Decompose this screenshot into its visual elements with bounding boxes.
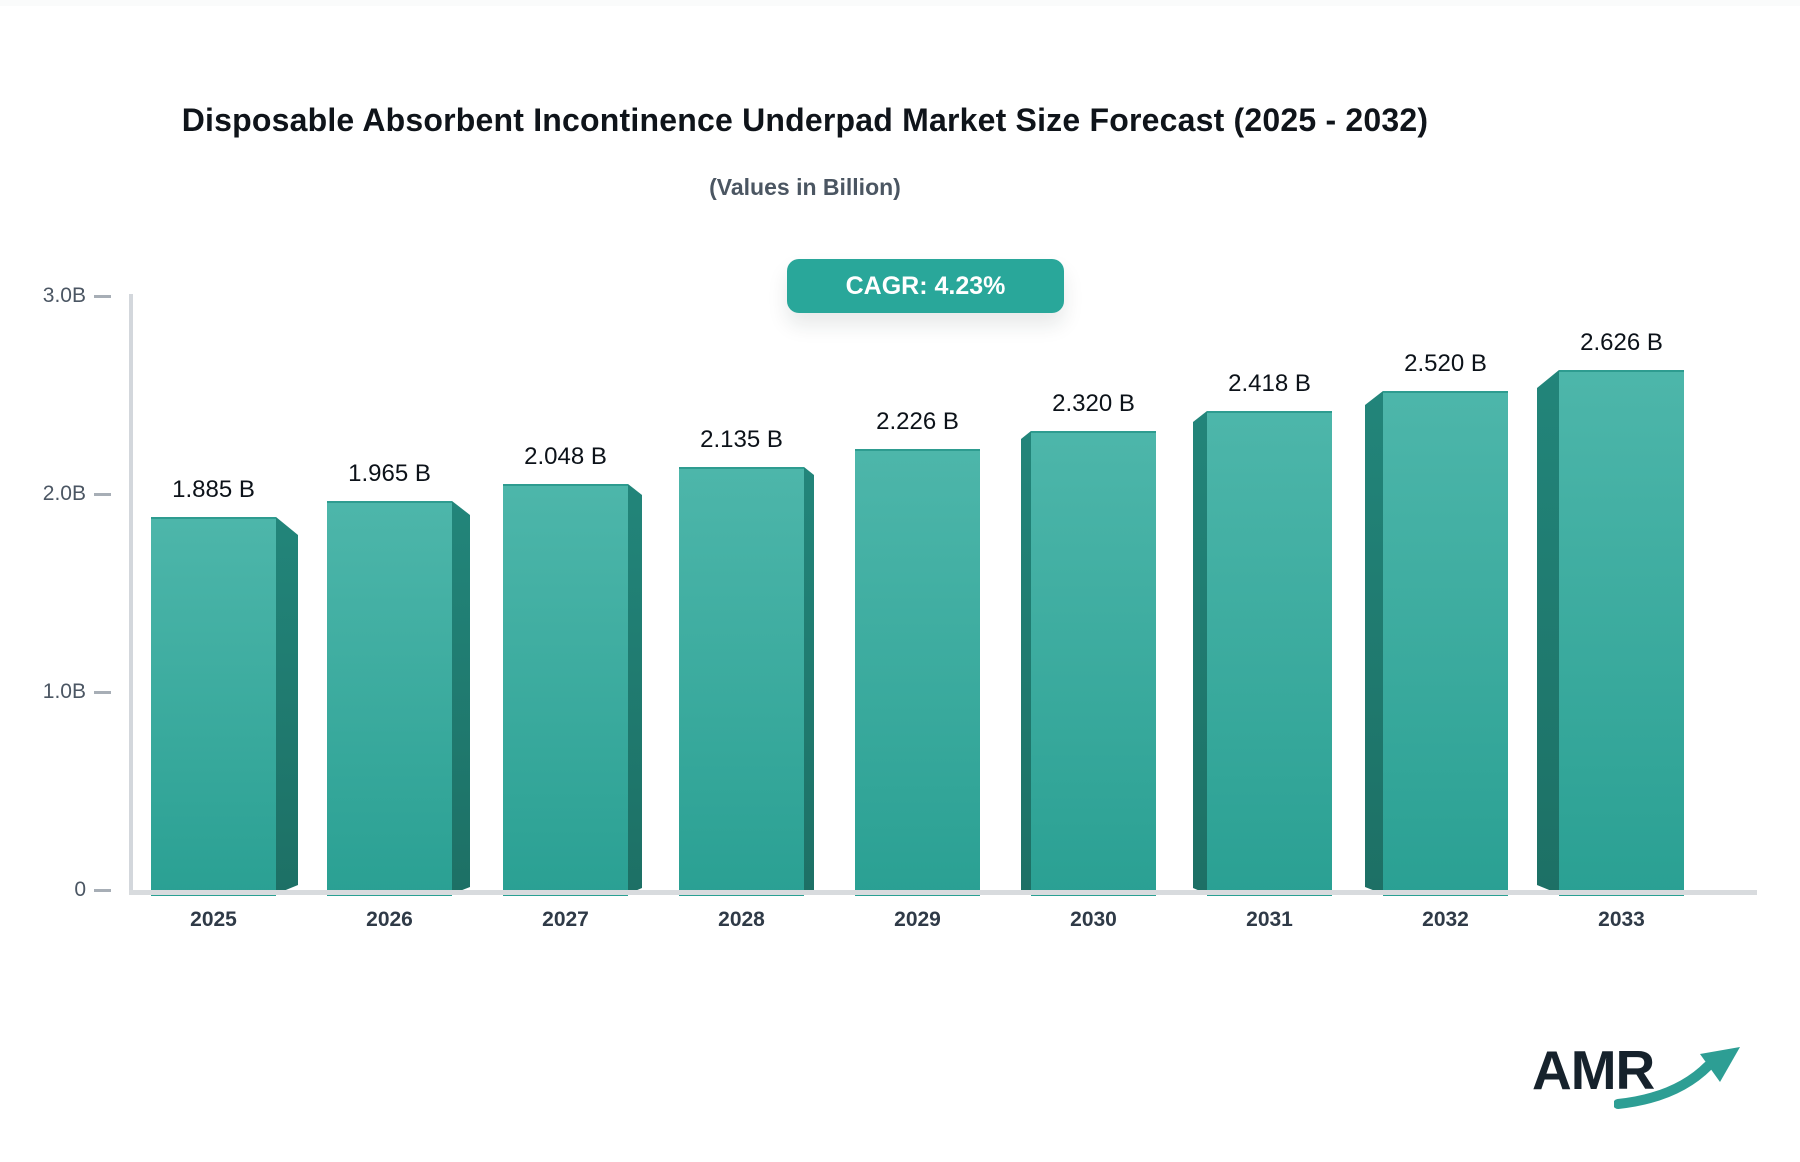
- bar-side-face: [276, 517, 298, 894]
- x-axis-label: 2033: [1598, 908, 1645, 931]
- chart-title: Disposable Absorbent Incontinence Underp…: [181, 102, 1429, 138]
- y-tick-label: 1.0B: [42, 680, 86, 703]
- x-axis-label: 2028: [718, 908, 765, 931]
- x-axis-label: 2031: [1246, 908, 1293, 931]
- chart-subtitle: (Values in Billion): [709, 174, 901, 200]
- x-axis-label: 2027: [542, 908, 589, 931]
- bar-2031: [1207, 411, 1332, 896]
- y-tick-mark: [94, 889, 111, 892]
- bar-2027: [503, 484, 628, 896]
- x-axis-label: 2032: [1422, 908, 1469, 931]
- x-axis-label: 2025: [190, 908, 237, 931]
- amr-logo-text: AMR: [1532, 1039, 1655, 1101]
- bar-side-face: [1365, 391, 1383, 894]
- y-tick-label: 2.0B: [42, 482, 86, 505]
- bar-side-face: [1537, 370, 1559, 894]
- y-tick-label: 3.0B: [42, 284, 86, 307]
- y-tick-mark: [94, 493, 111, 496]
- y-tick-mark: [94, 295, 111, 298]
- bar-side-face: [1021, 431, 1031, 894]
- bar-2025: [151, 517, 276, 896]
- y-tick-mark: [94, 691, 111, 694]
- x-axis-label: 2026: [366, 908, 413, 931]
- x-axis-label: 2029: [894, 908, 941, 931]
- bar-2029: [855, 449, 980, 896]
- bar-side-face: [628, 484, 642, 894]
- y-tick-label: 0: [74, 878, 86, 901]
- growth-arrow-icon: [1614, 1047, 1740, 1109]
- bar-value-label: 2.048 B: [524, 443, 607, 470]
- bar-value-label: 2.418 B: [1228, 370, 1311, 397]
- cagr-badge: CAGR: 4.23%: [787, 259, 1064, 313]
- bar-value-label: 2.626 B: [1580, 329, 1663, 356]
- bar-value-label: 2.226 B: [876, 408, 959, 435]
- x-axis-label: 2030: [1070, 908, 1117, 931]
- bar-value-label: 1.965 B: [348, 460, 431, 487]
- bar-side-face: [1193, 411, 1207, 894]
- amr-logo: AMR: [1522, 1032, 1782, 1122]
- y-axis: [129, 294, 133, 895]
- plot-area: 0 1.0B 2.0B 3.0B 1.885 B 2025 1.965 B 2026 2.048…: [0, 6, 1800, 1162]
- bar-value-label: 2.320 B: [1052, 390, 1135, 417]
- bar-2028: [679, 467, 804, 896]
- bar-2026: [327, 501, 452, 896]
- bar-side-face: [804, 467, 814, 894]
- bar-2033: [1559, 370, 1684, 896]
- x-axis-baseline: [129, 890, 1757, 895]
- bar-value-label: 2.520 B: [1404, 350, 1487, 377]
- bar-value-label: 2.135 B: [700, 426, 783, 453]
- bar-value-label: 1.885 B: [172, 476, 255, 503]
- cagr-badge-label: CAGR: 4.23%: [845, 271, 1006, 300]
- bar-2032: [1383, 391, 1508, 896]
- bar-2030: [1031, 431, 1156, 896]
- bar-side-face: [452, 501, 470, 894]
